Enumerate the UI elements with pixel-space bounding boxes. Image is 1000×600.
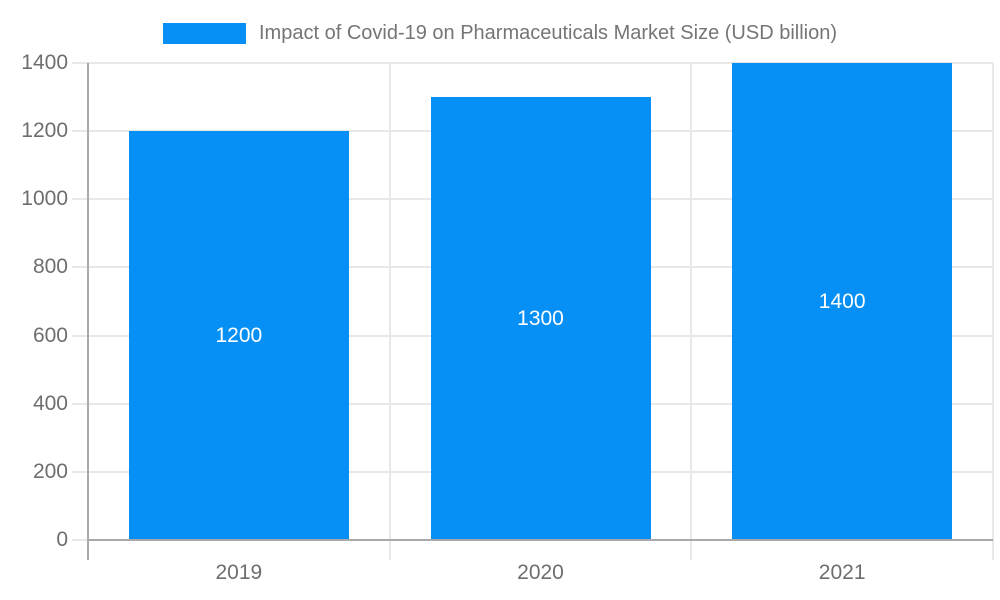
y-axis-label-200: 200 bbox=[32, 459, 68, 483]
y-axis-label-1400: 1400 bbox=[21, 51, 68, 74]
y-tick-800 bbox=[72, 266, 88, 269]
legend-label: Impact of Covid-19 on Pharmaceuticals Ma… bbox=[259, 22, 837, 44]
bar-2019[interactable] bbox=[128, 131, 349, 540]
y-tick-200 bbox=[72, 470, 88, 473]
gridline-x-2 bbox=[690, 63, 693, 560]
y-axis-label-1200: 1200 bbox=[21, 119, 68, 143]
gridline-x-3 bbox=[992, 63, 994, 560]
x-axis-label-2020: 2020 bbox=[517, 561, 564, 584]
y-tick-600 bbox=[72, 334, 88, 337]
legend[interactable]: Impact of Covid-19 on Pharmaceuticals Ma… bbox=[0, 21, 1000, 45]
y-axis-label-400: 400 bbox=[32, 391, 68, 415]
y-axis-label-800: 800 bbox=[32, 255, 68, 279]
y-tick-1000 bbox=[72, 198, 88, 201]
bar-2020[interactable] bbox=[430, 97, 651, 540]
y-tick-1200 bbox=[72, 130, 88, 133]
y-tick-0 bbox=[72, 539, 88, 541]
y-axis-label-1000: 1000 bbox=[21, 187, 68, 211]
bar-2021[interactable] bbox=[732, 63, 953, 540]
x-axis-label-2019: 2019 bbox=[215, 561, 263, 584]
bar-value-2019: 1200 bbox=[215, 323, 263, 347]
legend-swatch bbox=[163, 22, 246, 44]
y-tick-400 bbox=[72, 402, 88, 405]
y-axis-label-0: 0 bbox=[56, 528, 68, 551]
y-axis-line bbox=[87, 63, 89, 560]
y-axis-label-600: 600 bbox=[32, 323, 68, 347]
bar-value-2021: 1400 bbox=[818, 289, 866, 313]
gridline-y-1400 bbox=[88, 62, 993, 64]
gridline-x-1 bbox=[388, 63, 391, 560]
y-tick-1400 bbox=[72, 62, 88, 64]
x-axis-label-2021: 2021 bbox=[818, 561, 866, 584]
bar-value-2020: 1300 bbox=[517, 306, 564, 330]
x-axis-line bbox=[87, 539, 993, 541]
